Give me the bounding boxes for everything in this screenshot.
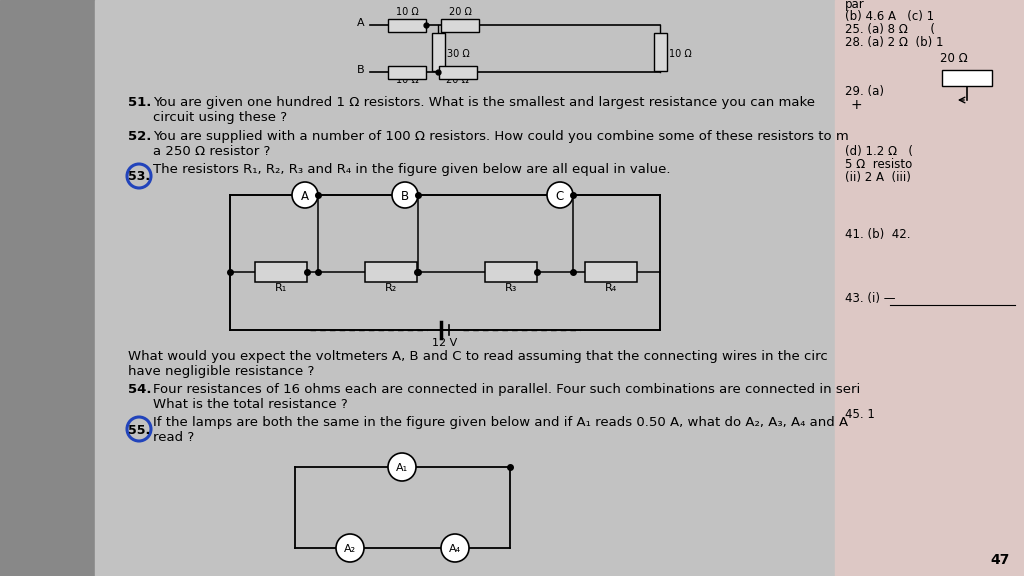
Bar <box>441 19 479 32</box>
Text: What would you expect the voltmeters A, B and C to read assuming that the connec: What would you expect the voltmeters A, … <box>128 350 827 363</box>
Text: 10 Ω: 10 Ω <box>395 7 419 17</box>
Text: What is the total resistance ?: What is the total resistance ? <box>153 398 348 411</box>
Bar <box>835 0 1024 576</box>
Text: A₁: A₁ <box>396 463 408 473</box>
Text: R₃: R₃ <box>505 283 517 293</box>
Bar <box>95 0 835 576</box>
Text: 41. (b)  42.: 41. (b) 42. <box>845 228 910 241</box>
Text: B: B <box>357 65 365 75</box>
Text: (d) 1.2 Ω   (: (d) 1.2 Ω ( <box>845 145 913 158</box>
Text: read ?: read ? <box>153 431 195 444</box>
Text: 20 Ω: 20 Ω <box>445 75 468 85</box>
Text: par: par <box>845 0 864 11</box>
Circle shape <box>441 534 469 562</box>
Text: 10 Ω: 10 Ω <box>395 75 419 85</box>
Text: 29. (a): 29. (a) <box>845 85 884 98</box>
Text: Four resistances of 16 ohms each are connected in parallel. Four such combinatio: Four resistances of 16 ohms each are con… <box>153 383 860 396</box>
Text: have negligible resistance ?: have negligible resistance ? <box>128 365 314 378</box>
Bar <box>585 262 637 282</box>
Text: 5 Ω  resisto: 5 Ω resisto <box>845 158 912 171</box>
Text: A: A <box>357 18 365 28</box>
Text: A₄: A₄ <box>449 544 461 554</box>
Text: (ii) 2 A  (iii): (ii) 2 A (iii) <box>845 171 911 184</box>
Text: The resistors R₁, R₂, R₃ and R₄ in the figure given below are all equal in value: The resistors R₁, R₂, R₃ and R₄ in the f… <box>153 163 671 176</box>
Text: 54.: 54. <box>128 383 152 396</box>
Circle shape <box>292 182 318 208</box>
Circle shape <box>336 534 364 562</box>
Bar <box>439 66 477 79</box>
Text: R₄: R₄ <box>605 283 617 293</box>
Bar <box>388 66 426 79</box>
Bar <box>255 262 307 282</box>
Text: If the lamps are both the same in the figure given below and if A₁ reads 0.50 A,: If the lamps are both the same in the fi… <box>153 416 848 429</box>
Text: a 250 Ω resistor ?: a 250 Ω resistor ? <box>153 145 270 158</box>
Bar <box>0 0 95 576</box>
Bar <box>432 33 445 71</box>
Text: 20 Ω: 20 Ω <box>449 7 471 17</box>
Text: 52.: 52. <box>128 130 152 143</box>
Text: 20 Ω: 20 Ω <box>940 52 968 65</box>
Text: 12 V: 12 V <box>432 338 458 348</box>
Text: 51.: 51. <box>128 96 152 109</box>
Bar <box>485 262 537 282</box>
Text: 53.: 53. <box>128 170 151 184</box>
Text: You are supplied with a number of 100 Ω resistors. How could you combine some of: You are supplied with a number of 100 Ω … <box>153 130 849 143</box>
Text: circuit using these ?: circuit using these ? <box>153 111 287 124</box>
Text: 25. (a) 8 Ω      (: 25. (a) 8 Ω ( <box>845 23 935 36</box>
Bar <box>388 19 426 32</box>
Text: A₂: A₂ <box>344 544 356 554</box>
Circle shape <box>547 182 573 208</box>
Bar <box>654 33 667 71</box>
Text: 10 Ω: 10 Ω <box>669 49 692 59</box>
Circle shape <box>392 182 418 208</box>
Bar <box>365 262 417 282</box>
Text: You are given one hundred 1 Ω resistors. What is the smallest and largest resist: You are given one hundred 1 Ω resistors.… <box>153 96 815 109</box>
Text: 28. (a) 2 Ω  (b) 1: 28. (a) 2 Ω (b) 1 <box>845 36 943 49</box>
Text: R₁: R₁ <box>274 283 287 293</box>
Text: 47: 47 <box>990 553 1010 567</box>
Text: 30 Ω: 30 Ω <box>447 49 470 59</box>
Text: (b) 4.6 A   (c) 1: (b) 4.6 A (c) 1 <box>845 10 934 23</box>
Text: 43. (i) —: 43. (i) — <box>845 292 896 305</box>
Text: C: C <box>556 190 564 203</box>
Text: A: A <box>301 190 309 203</box>
Circle shape <box>388 453 416 481</box>
Bar <box>942 70 992 86</box>
Text: R₂: R₂ <box>385 283 397 293</box>
Text: B: B <box>401 190 409 203</box>
Text: 55.: 55. <box>128 423 151 437</box>
Text: 45. 1: 45. 1 <box>845 408 874 421</box>
Text: +: + <box>850 98 861 112</box>
